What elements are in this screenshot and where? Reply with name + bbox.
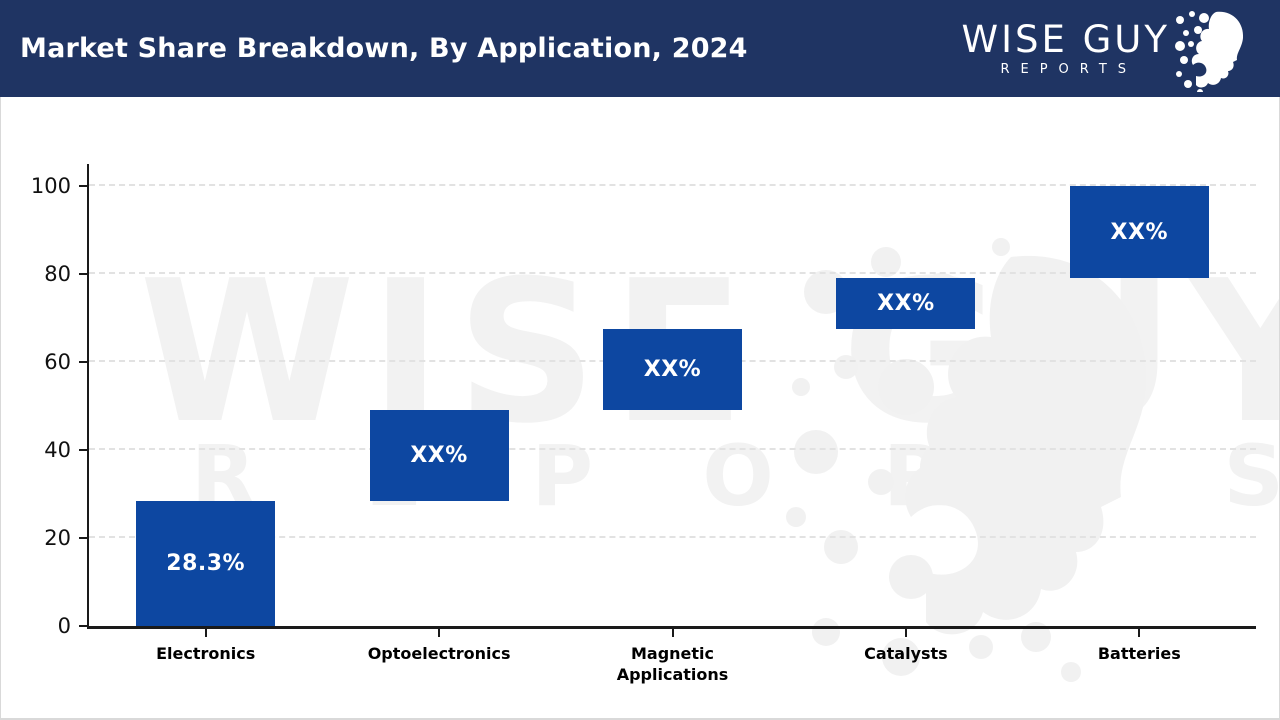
x-tick-mark (204, 629, 207, 637)
logo-subtitle: REPORTS (1000, 61, 1138, 77)
gridline (89, 184, 1256, 186)
y-tick-label: 60 (44, 350, 71, 374)
y-tick-mark (79, 361, 87, 363)
x-tick-label: Optoelectronics (367, 644, 511, 663)
bar-value-label: 28.3% (166, 551, 246, 577)
y-axis (87, 164, 89, 628)
bar-value-label: XX% (410, 443, 468, 469)
x-tick-mark (671, 629, 674, 637)
logo-wordmark: WISE GUY (961, 17, 1170, 61)
bar-segment: XX% (603, 329, 742, 411)
gridline (89, 536, 1256, 538)
wise-guy-logo: WISE GUY REPORTS (962, 6, 1248, 92)
x-tick-label: Catalysts (864, 644, 948, 663)
x-tick-mark (904, 629, 907, 637)
y-tick-mark (79, 449, 87, 451)
x-tick-mark (1138, 629, 1141, 637)
x-tick-label: Electronics (156, 644, 256, 663)
page-title: Market Share Breakdown, By Application, … (20, 33, 748, 64)
bar-segment: XX% (1069, 186, 1209, 279)
bar-segment: 28.3% (136, 501, 276, 626)
y-tick-mark (79, 537, 87, 539)
header-bar: Market Share Breakdown, By Application, … (0, 0, 1280, 97)
chart-card: WISE GUY R E P O R T S 02040608010028.3%… (0, 97, 1280, 720)
y-tick-label: 0 (57, 614, 71, 638)
x-axis (87, 626, 1256, 629)
bar-value-label: XX% (877, 291, 935, 317)
y-tick-label: 40 (44, 438, 71, 462)
y-tick-label: 20 (44, 526, 71, 550)
y-tick-mark (79, 273, 87, 275)
x-tick-mark (438, 629, 441, 637)
y-tick-mark (79, 625, 87, 627)
y-tick-label: 80 (44, 262, 71, 286)
x-tick-label: Batteries (1097, 644, 1181, 663)
y-tick-label: 100 (30, 174, 71, 198)
chart-area: 0 20 40 60 80 100 28.3% Electronics XX% Optoelect… (31, 164, 1256, 684)
x-tick-label: Magnetic Applications (616, 644, 729, 685)
bar-segment: XX% (836, 278, 976, 329)
logo-text: WISE GUY REPORTS (962, 21, 1170, 77)
gridline (89, 272, 1256, 274)
dotted-head-icon (1175, 10, 1244, 92)
bar-segment: XX% (369, 410, 509, 502)
y-tick-mark (79, 185, 87, 187)
bar-value-label: XX% (1110, 219, 1169, 245)
bar-value-label: XX% (643, 357, 702, 383)
gridline (89, 448, 1256, 450)
